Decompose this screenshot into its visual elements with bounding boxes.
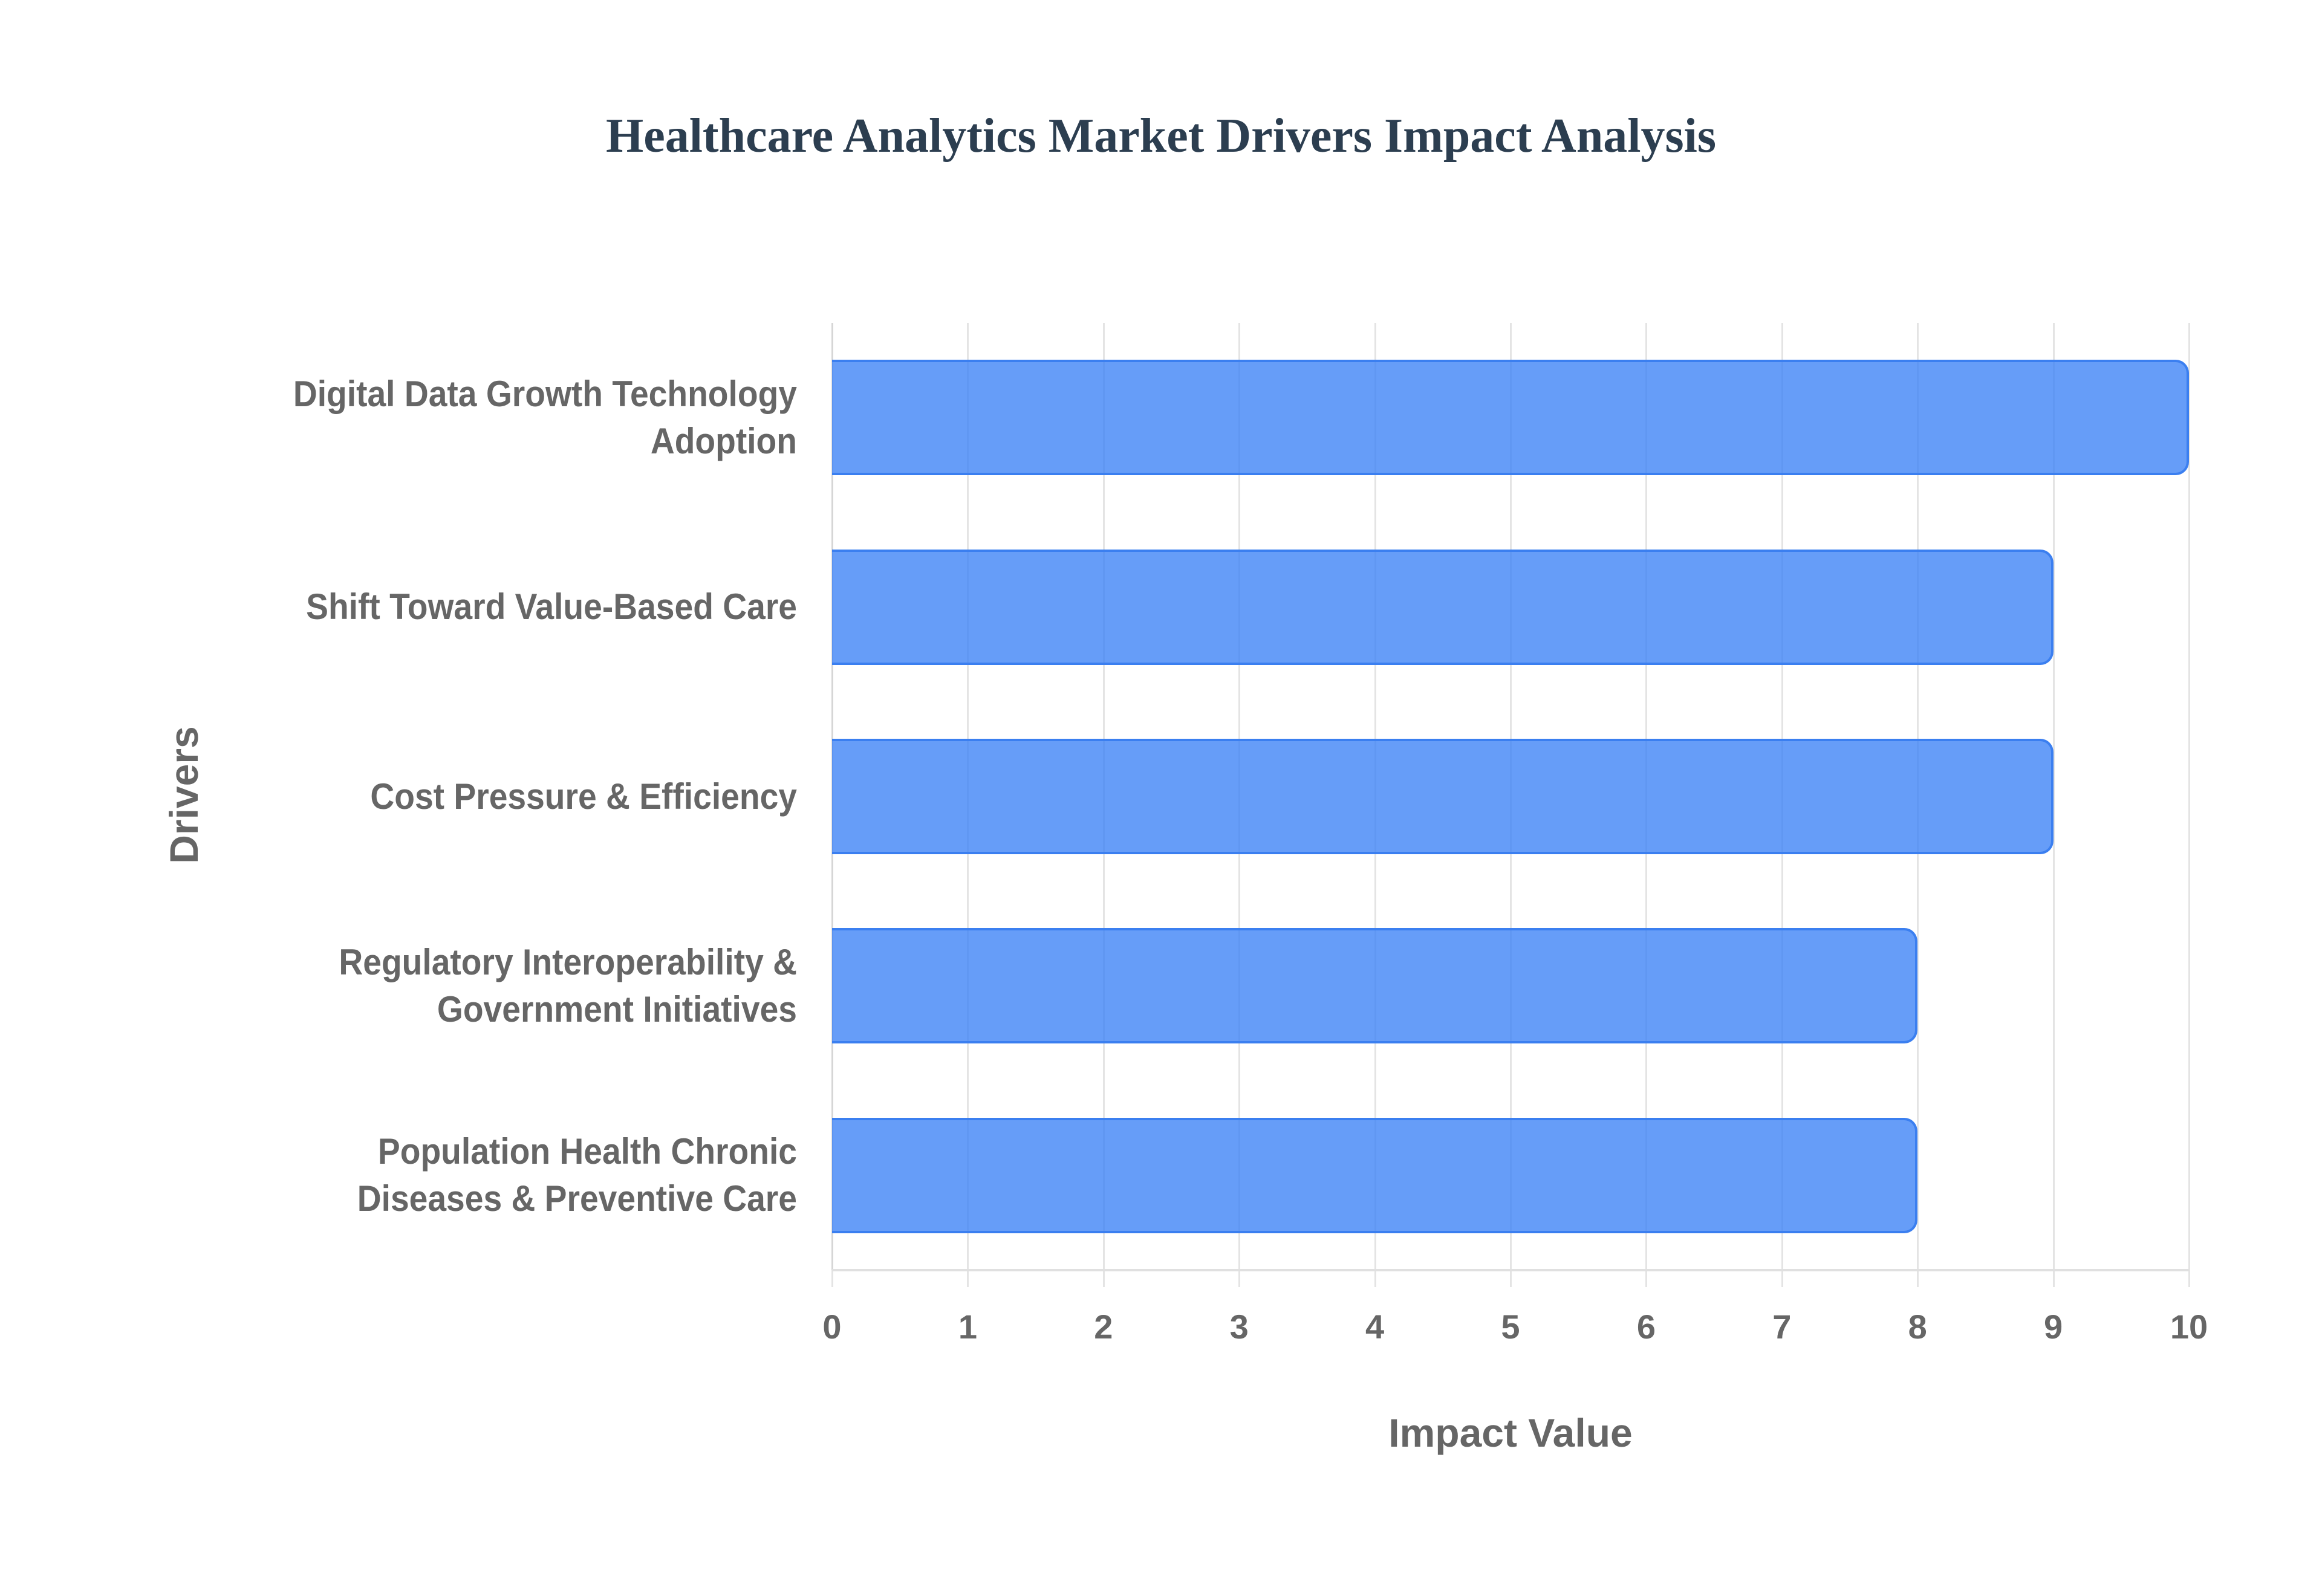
tick-mark (1102, 1270, 1105, 1287)
tick-mark (1238, 1270, 1241, 1287)
tick-mark (2052, 1270, 2055, 1287)
category-label-line: Digital Data Growth Technology (293, 373, 798, 414)
category-label-line: Diseases & Preventive Care (357, 1178, 797, 1219)
x-tick-label: 9 (2044, 1308, 2063, 1346)
tick-mark (967, 1270, 969, 1287)
category-label-line: Adoption (650, 420, 797, 461)
tick-mark (1917, 1270, 1919, 1287)
category-label-line: Shift Toward Value-Based Care (306, 586, 797, 628)
x-axis-line (832, 1269, 2189, 1271)
y-axis-title: Drivers (161, 726, 206, 864)
bar[interactable] (832, 549, 2054, 665)
tick-mark (1374, 1270, 1376, 1287)
category-label: Cost Pressure & Efficiency (241, 773, 797, 820)
x-tick-label: 1 (958, 1308, 977, 1346)
bar[interactable] (832, 928, 1918, 1044)
x-tick-label: 7 (1772, 1308, 1792, 1346)
tick-mark (1781, 1270, 1783, 1287)
x-tick-label: 5 (1501, 1308, 1520, 1346)
tick-mark (831, 1270, 833, 1287)
x-tick-label: 2 (1094, 1308, 1113, 1346)
bar[interactable] (832, 739, 2054, 854)
category-label: Population Health Chronic Diseases & Prev… (241, 1128, 797, 1222)
x-tick-label: 8 (1908, 1308, 1927, 1346)
chart-title: Healthcare Analytics Market Drivers Impa… (605, 109, 1717, 163)
gridline (2052, 323, 2055, 1270)
x-tick-label: 3 (1229, 1308, 1249, 1346)
x-tick-label: 6 (1636, 1308, 1656, 1346)
tick-mark (1510, 1270, 1512, 1287)
tick-mark (1645, 1270, 1648, 1287)
gridline (2188, 323, 2190, 1270)
bar[interactable] (832, 1117, 1918, 1233)
category-label: Shift Toward Value-Based Care (241, 583, 797, 631)
plot-area (831, 323, 2190, 1287)
category-label-line: Regulatory Interoperability & (339, 941, 797, 982)
x-tick-label: 0 (822, 1308, 842, 1346)
category-label-line: Cost Pressure & Efficiency (370, 776, 797, 817)
x-tick-label: 10 (2170, 1308, 2208, 1346)
category-label-line: Population Health Chronic (377, 1131, 797, 1172)
x-axis-title: Impact Value (1388, 1410, 1633, 1455)
tick-mark (2188, 1270, 2190, 1287)
category-label-line: Government Initiatives (437, 988, 797, 1030)
category-label: Digital Data Growth Technology Adoption (241, 371, 797, 465)
category-label: Regulatory Interoperability & Government … (241, 939, 797, 1033)
x-tick-label: 4 (1365, 1308, 1385, 1346)
bar[interactable] (832, 360, 2189, 476)
